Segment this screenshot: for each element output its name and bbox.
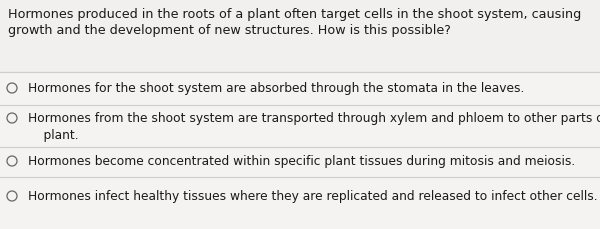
Text: Hormones from the shoot system are transported through xylem and phloem to other: Hormones from the shoot system are trans… <box>28 112 600 141</box>
Text: growth and the development of new structures. How is this possible?: growth and the development of new struct… <box>8 24 451 37</box>
FancyBboxPatch shape <box>0 73 600 229</box>
Text: Hormones become concentrated within specific plant tissues during mitosis and me: Hormones become concentrated within spec… <box>28 154 575 167</box>
Text: Hormones infect healthy tissues where they are replicated and released to infect: Hormones infect healthy tissues where th… <box>28 189 598 202</box>
FancyBboxPatch shape <box>0 0 600 72</box>
Text: Hormones for the shoot system are absorbed through the stomata in the leaves.: Hormones for the shoot system are absorb… <box>28 82 524 95</box>
Text: Hormones produced in the roots of a plant often target cells in the shoot system: Hormones produced in the roots of a plan… <box>8 8 581 21</box>
